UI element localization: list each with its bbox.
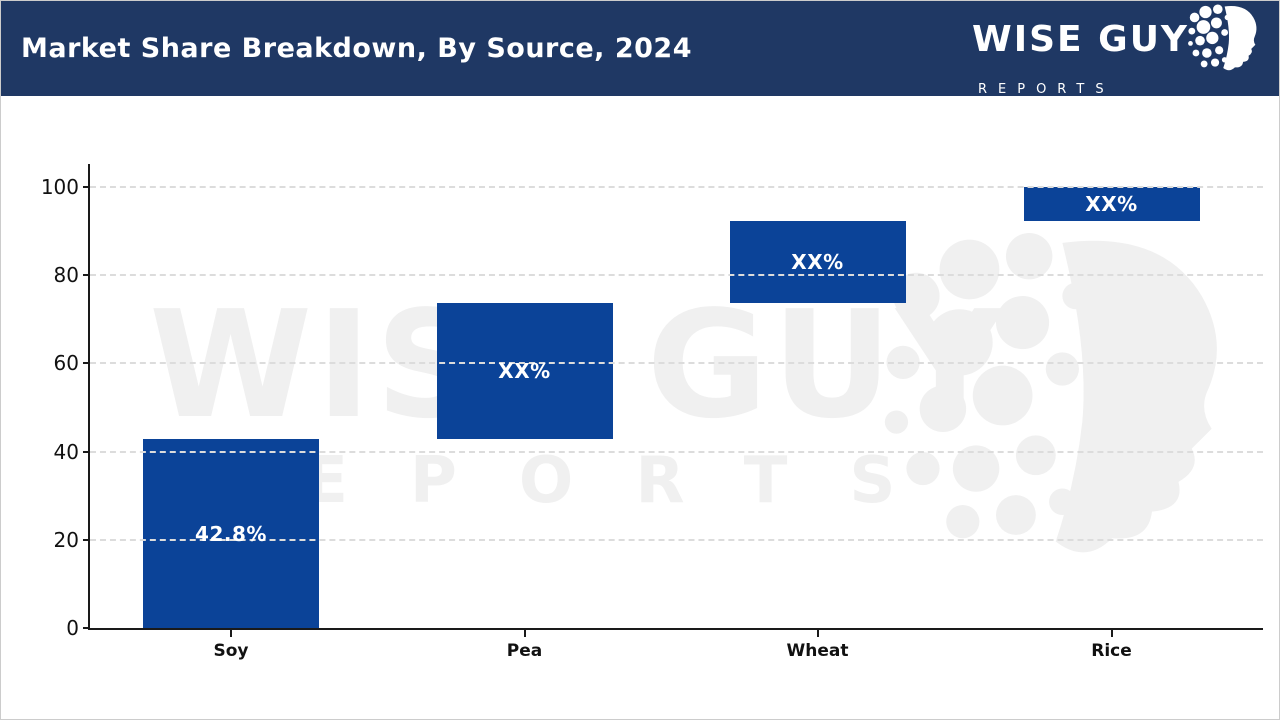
bar-pea: [436, 302, 613, 440]
grid-line-40: [90, 450, 1263, 453]
x-tick-label-wheat: Wheat: [786, 641, 849, 661]
y-tick-label-100: 100: [40, 175, 79, 199]
y-tick-mark-20: [83, 538, 90, 541]
y-tick-label-20: 20: [53, 527, 79, 552]
logo-face-icon: [1188, 3, 1257, 70]
y-tick-mark-40: [83, 450, 90, 453]
grid-line-100: [90, 186, 1263, 188]
x-tick-label-soy: Soy: [213, 641, 249, 661]
y-tick-mark-100: [83, 186, 90, 188]
logo-primary-text: WISE GUY: [971, 18, 1189, 60]
grid-line-20: [90, 538, 1263, 541]
y-tick-label-0: 0: [66, 616, 79, 640]
bar-label-wheat: XX%: [791, 249, 844, 274]
x-tick-label-pea: Pea: [506, 641, 543, 661]
x-tick-mark-soy: [230, 630, 232, 637]
y-tick-label-80: 80: [53, 263, 79, 288]
x-tick-mark-rice: [1110, 630, 1113, 637]
y-tick-mark-0: [83, 627, 90, 629]
page-title: Market Share Breakdown, By Source, 2024: [21, 33, 692, 64]
y-axis-spine: [88, 164, 90, 630]
watermark-face-icon: [884, 232, 1217, 553]
x-axis-spine: [88, 628, 1263, 630]
header-bar: Market Share Breakdown, By Source, 2024 …: [1, 1, 1279, 97]
bar-wheat: [729, 220, 906, 303]
wise-guy-logo: WISE GUY REPORTS: [972, 1, 1267, 97]
grid-line-80: [90, 274, 1263, 277]
bar-label-rice: XX%: [1085, 191, 1138, 216]
bar-rice: [1023, 187, 1200, 221]
y-tick-mark-60: [83, 362, 90, 365]
y-tick-label-40: 40: [53, 439, 79, 464]
y-tick-mark-80: [83, 274, 90, 277]
grid-line-60: [90, 362, 1263, 365]
x-tick-mark-pea: [523, 630, 526, 637]
logo-secondary-text: REPORTS: [977, 81, 1115, 97]
x-tick-label-rice: Rice: [1091, 641, 1132, 661]
bar-label-soy: 42.8%: [195, 521, 267, 546]
bar-soy: [143, 439, 319, 628]
y-tick-label-60: 60: [53, 351, 79, 376]
x-tick-mark-wheat: [816, 630, 819, 637]
bar-label-pea: XX%: [498, 359, 551, 384]
